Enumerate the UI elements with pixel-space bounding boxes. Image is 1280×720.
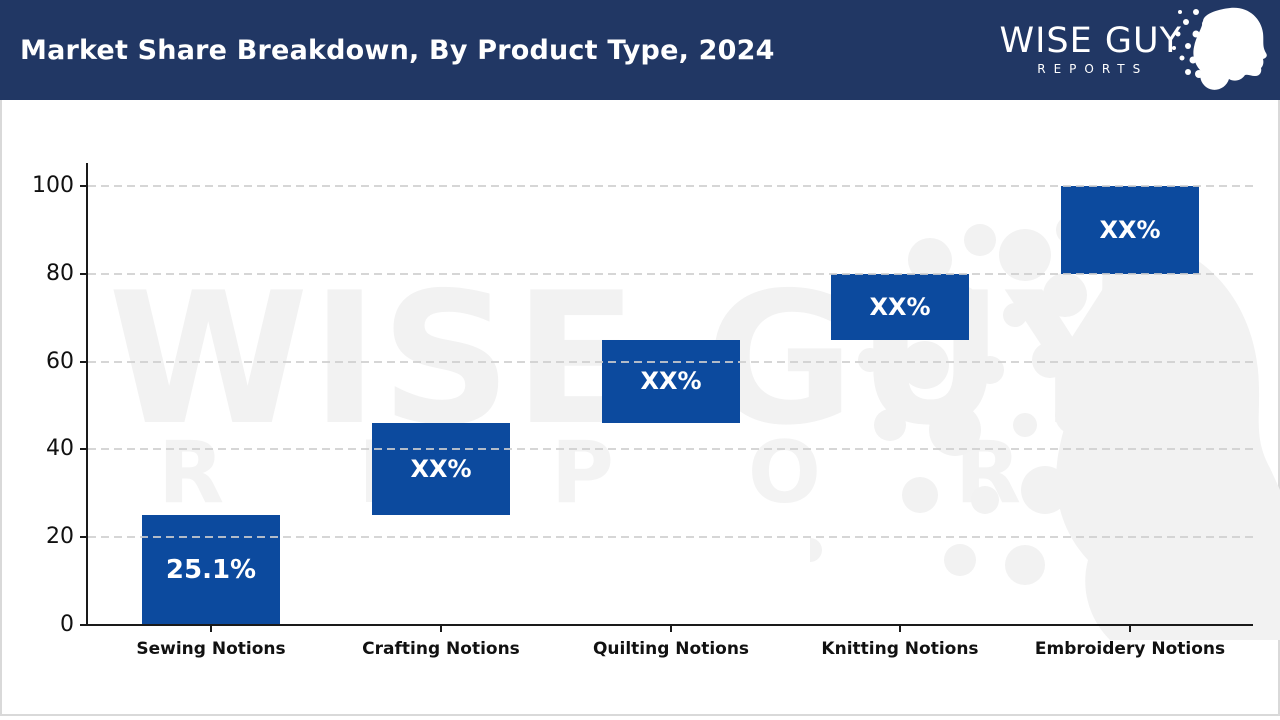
bar-value-label: XX% [1099,215,1161,244]
bar-embroidery-notions: XX% [1061,186,1199,274]
y-tick-60 [80,360,88,363]
y-tick-label-0: 0 [60,612,74,637]
bar-value-label: XX% [640,367,702,396]
y-tick-label-40: 40 [46,436,74,462]
watermark-head-icon [810,216,1280,640]
gridline-y100 [88,185,1253,187]
gridline-y60 [88,360,1253,363]
x-tick-3 [670,625,672,632]
x-tick-5 [1129,625,1131,632]
y-tick-label-100: 100 [32,173,74,198]
logo-head-icon [1172,7,1267,90]
x-tick-1 [210,625,212,632]
y-tick-label-20: 20 [46,524,74,550]
bar-value-label: XX% [869,292,931,321]
wise-guy-logo: WISE GUY REPORTS [999,2,1276,98]
gridline-y80 [88,272,1253,275]
x-axis-spine [86,624,1253,626]
y-tick-label-60: 60 [46,348,74,374]
y-tick-40 [80,448,88,451]
x-tick-4 [899,625,901,632]
bar-quilting-notions: XX% [602,339,740,424]
bar-sewing-notions: 25.1% [142,514,280,625]
y-tick-80 [80,272,88,275]
x-category-label: Quilting Notions [592,639,750,659]
x-tick-2 [440,625,442,632]
page-title: Market Share Breakdown, By Product Type,… [20,34,775,66]
logo-text: WISE GUY REPORTS [999,21,1182,77]
gridline-y20 [88,536,1253,539]
bar-value-label: 25.1% [165,554,257,585]
y-tick-100 [80,185,88,187]
header-bar: Market Share Breakdown, By Product Type,… [0,0,1280,100]
bar-knitting-notions: XX% [831,273,969,340]
x-category-label: Knitting Notions [821,639,979,659]
y-tick-20 [80,536,88,539]
gridline-y40 [88,448,1253,451]
logo-subtitle: REPORTS [1037,62,1149,76]
bar-crafting-notions: XX% [372,423,510,515]
x-category-label: Embroidery Notions [1034,639,1226,659]
y-tick-label-80: 80 [46,260,74,286]
bar-value-label: XX% [410,454,472,483]
x-category-label: Crafting Notions [362,639,520,659]
x-category-label: Sewing Notions [136,639,286,659]
y-axis-spine [86,163,88,626]
logo-wordmark: WISE GUY [999,21,1182,61]
y-tick-0 [80,624,88,626]
